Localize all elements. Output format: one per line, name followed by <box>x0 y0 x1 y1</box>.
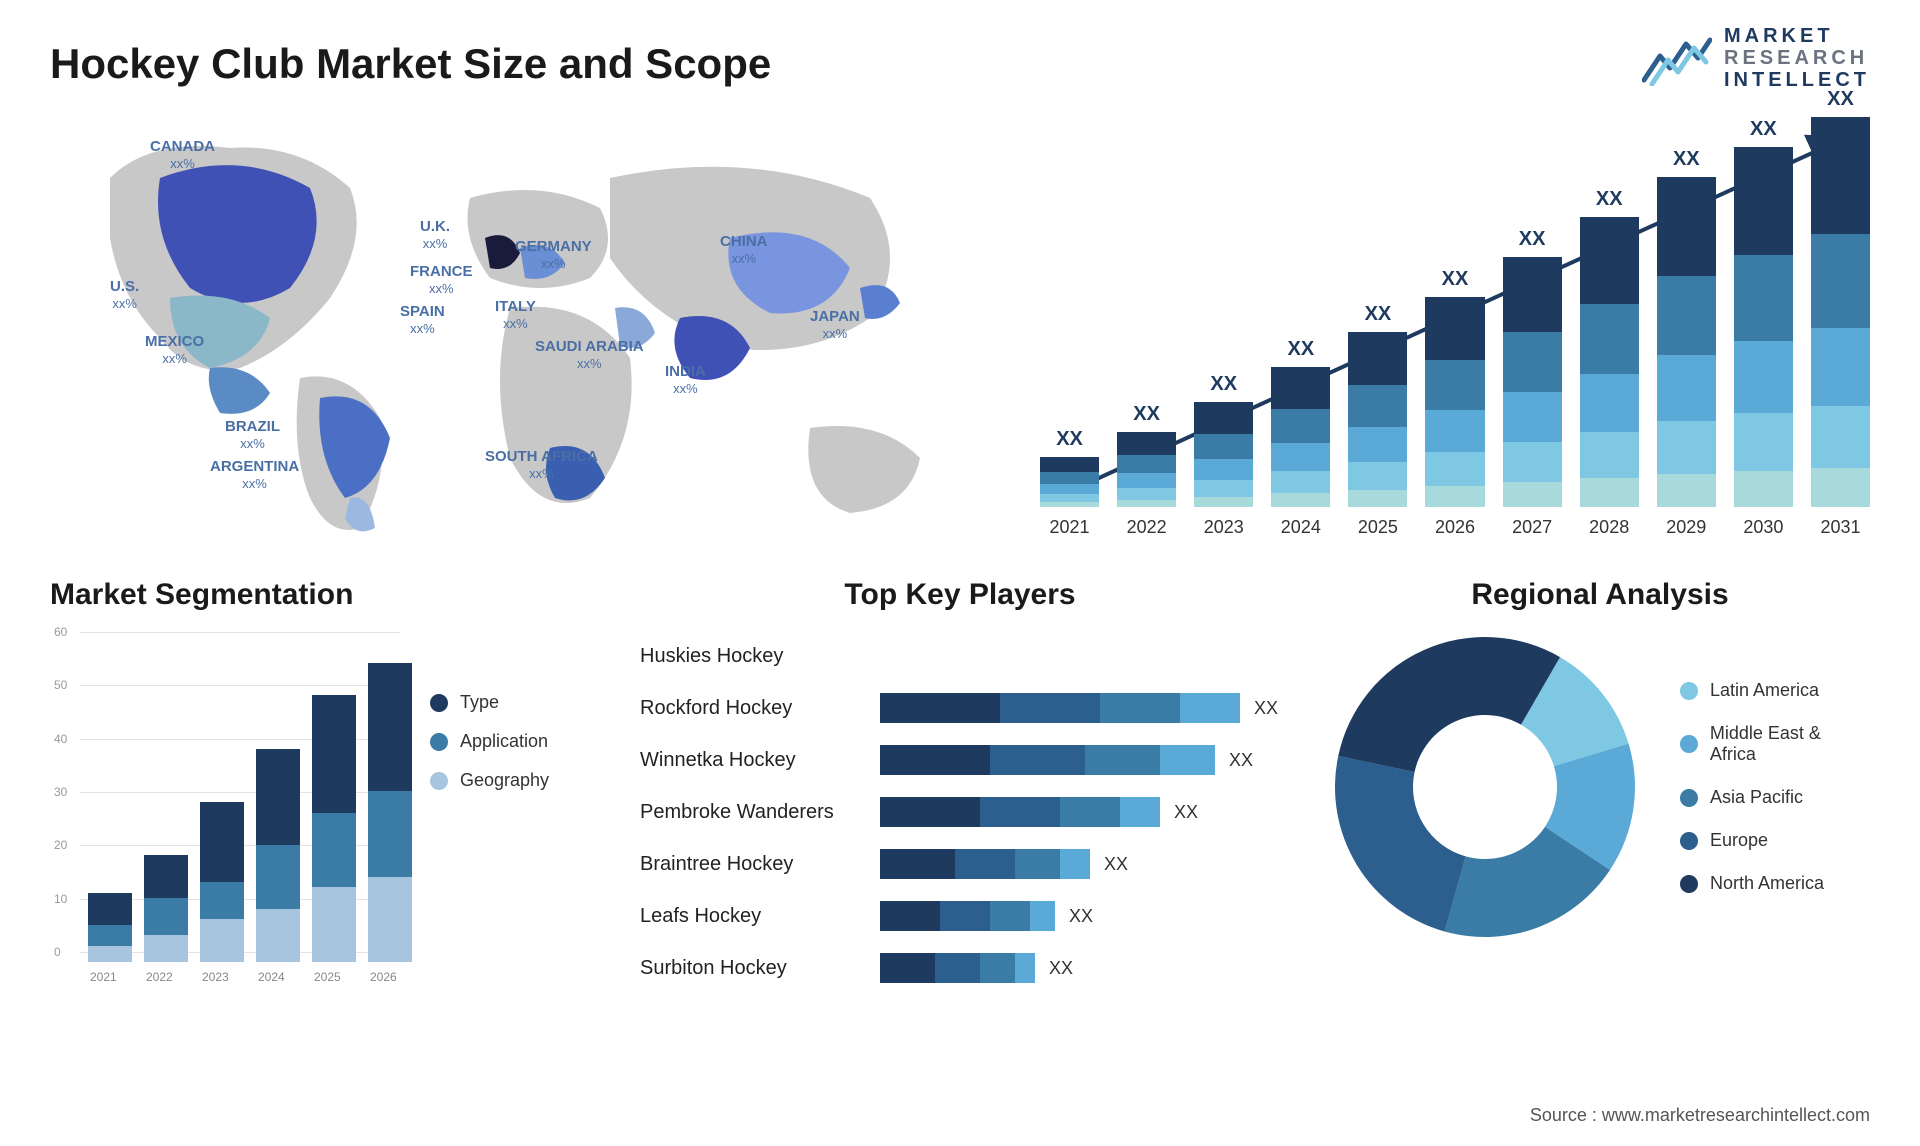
legend-item: Asia Pacific <box>1680 787 1870 808</box>
keyplayer-row: Surbiton HockeyXX <box>640 944 1280 992</box>
legend-item: Geography <box>430 770 590 791</box>
map-label: ITALYxx% <box>495 298 536 332</box>
segmentation-bar <box>88 893 132 962</box>
logo-icon <box>1642 30 1712 86</box>
keyplayer-row: Winnetka HockeyXX <box>640 736 1280 784</box>
world-map: CANADAxx% U.S.xx%MEXICOxx% BRAZILxx% ARGENT… <box>50 118 990 538</box>
growth-bar: XX2030 <box>1734 118 1793 538</box>
source-text: Source : www.marketresearchintellect.com <box>1530 1105 1870 1126</box>
brand-logo: MARKET RESEARCH INTELLECT <box>1642 25 1870 91</box>
keyplayer-row: Braintree HockeyXX <box>640 840 1280 888</box>
legend-item: Europe <box>1680 830 1870 851</box>
map-label: BRAZILxx% <box>225 418 280 452</box>
keyplayers-title: Top Key Players <box>640 578 1280 612</box>
legend-item: Application <box>430 731 590 752</box>
map-label: SOUTH AFRICAxx% <box>485 448 598 482</box>
logo-line-2: RESEARCH <box>1724 47 1870 69</box>
map-label: U.K.xx% <box>420 218 450 252</box>
map-label: SAUDI ARABIAxx% <box>535 338 644 372</box>
logo-line-1: MARKET <box>1724 25 1870 47</box>
map-label: ARGENTINAxx% <box>210 458 299 492</box>
growth-bar: XX2025 <box>1348 303 1407 538</box>
map-label: MEXICOxx% <box>145 333 204 367</box>
map-label: FRANCExx% <box>410 263 473 297</box>
segmentation-bar <box>368 663 412 962</box>
segmentation-legend: Type Application Geography <box>430 632 590 992</box>
map-label: GERMANYxx% <box>515 238 592 272</box>
keyplayer-row: Leafs HockeyXX <box>640 892 1280 940</box>
regional-legend: Latin America Middle East & Africa Asia Pa… <box>1680 680 1870 894</box>
map-label: CHINAxx% <box>720 233 768 267</box>
growth-bar: XX2028 <box>1580 188 1639 538</box>
page-title: Hockey Club Market Size and Scope <box>50 40 1870 88</box>
growth-bar: XX2027 <box>1503 228 1562 538</box>
legend-item: Type <box>430 692 590 713</box>
segmentation-chart: 0102030405060202120222023202420252026 <box>50 632 400 992</box>
growth-bar: XX2029 <box>1657 148 1716 538</box>
map-label: INDIAxx% <box>665 363 706 397</box>
legend-item: North America <box>1680 873 1870 894</box>
keyplayer-row: Huskies Hockey <box>640 632 1280 680</box>
donut-slice <box>1335 756 1466 932</box>
growth-bar: XX2022 <box>1117 403 1176 538</box>
segmentation-bar <box>312 695 356 962</box>
map-label: U.S.xx% <box>110 278 139 312</box>
growth-bar: XX2024 <box>1271 338 1330 538</box>
keyplayer-row: Rockford HockeyXX <box>640 684 1280 732</box>
segmentation-bar <box>200 802 244 962</box>
segmentation-bar <box>144 855 188 962</box>
segmentation-title: Market Segmentation <box>50 578 590 612</box>
regional-section: Regional Analysis Latin America Middle Ea… <box>1330 578 1870 1028</box>
keyplayer-row: Pembroke WanderersXX <box>640 788 1280 836</box>
growth-bar-chart: XX2021 XX2022 XX2023 XX2024 XX2025 XX2026 XX20… <box>1030 118 1870 538</box>
segmentation-bar <box>256 749 300 962</box>
growth-bar: XX2021 <box>1040 428 1099 538</box>
donut-slice <box>1338 637 1560 772</box>
growth-bar: XX2026 <box>1425 268 1484 538</box>
legend-item: Middle East & Africa <box>1680 723 1870 765</box>
keyplayers-section: Top Key Players Huskies HockeyRockford H… <box>640 578 1280 1028</box>
map-label: CANADAxx% <box>150 138 215 172</box>
map-label: JAPANxx% <box>810 308 860 342</box>
regional-title: Regional Analysis <box>1330 578 1870 612</box>
growth-bar: XX2031 <box>1811 88 1870 538</box>
keyplayers-chart: Huskies HockeyRockford HockeyXXWinnetka … <box>640 632 1280 992</box>
regional-donut <box>1330 632 1640 942</box>
growth-bar: XX2023 <box>1194 373 1253 538</box>
segmentation-section: Market Segmentation 01020304050602021202… <box>50 578 590 1028</box>
legend-item: Latin America <box>1680 680 1870 701</box>
map-label: SPAINxx% <box>400 303 445 337</box>
